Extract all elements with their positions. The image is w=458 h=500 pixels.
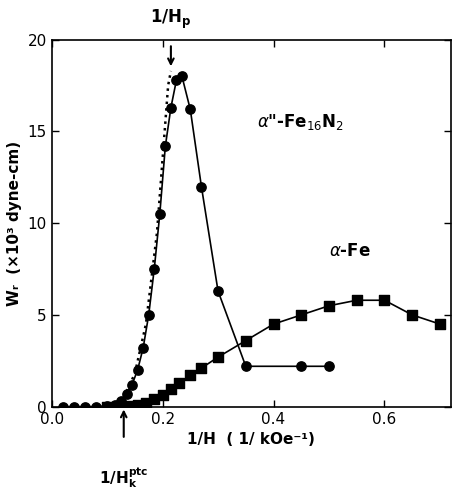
Point [104,402,111,409]
Point [114,402,122,410]
Point [175,379,183,387]
Point [242,362,250,370]
Point [81,402,88,410]
Point [270,320,277,328]
Point [436,320,444,328]
Point [104,402,111,410]
Text: $\mathbf{1/H_k^{ptc}}$: $\mathbf{1/H_k^{ptc}}$ [99,466,148,490]
Point [198,364,205,372]
Point [159,390,166,398]
X-axis label: 1/H  ( 1/ kOe⁻¹): 1/H ( 1/ kOe⁻¹) [187,432,315,447]
Point [173,76,180,84]
Point [198,182,205,190]
Point [353,296,360,304]
Point [151,265,158,273]
Point [187,106,194,114]
Point [117,397,125,405]
Point [162,142,169,150]
Text: $\mathbf{1/H_p}$: $\mathbf{1/H_p}$ [150,8,192,30]
Point [298,362,305,370]
Point [151,396,158,404]
Point [112,401,119,409]
Point [140,344,147,352]
Point [123,390,130,398]
Point [409,311,416,319]
Point [93,402,100,410]
Point [59,402,66,410]
Point [214,287,222,295]
Point [128,380,136,388]
Point [125,402,133,409]
Point [142,399,150,407]
Point [298,311,305,319]
Point [167,104,174,112]
Point [381,296,388,304]
Point [187,372,194,380]
Point [325,362,333,370]
Point [325,302,333,310]
Point [242,336,250,344]
Point [134,366,141,374]
Point [214,353,222,361]
Point [70,402,77,410]
Point [178,72,185,80]
Point [167,385,174,393]
Text: $\alpha$"-Fe$_{16}$N$_2$: $\alpha$"-Fe$_{16}$N$_2$ [257,112,344,132]
Point [156,210,164,218]
Text: $\alpha$-Fe: $\alpha$-Fe [329,242,371,260]
Y-axis label: Wᵣ  (×10³ dyne-cm): Wᵣ (×10³ dyne-cm) [7,140,22,306]
Point [134,401,141,409]
Point [145,311,153,319]
